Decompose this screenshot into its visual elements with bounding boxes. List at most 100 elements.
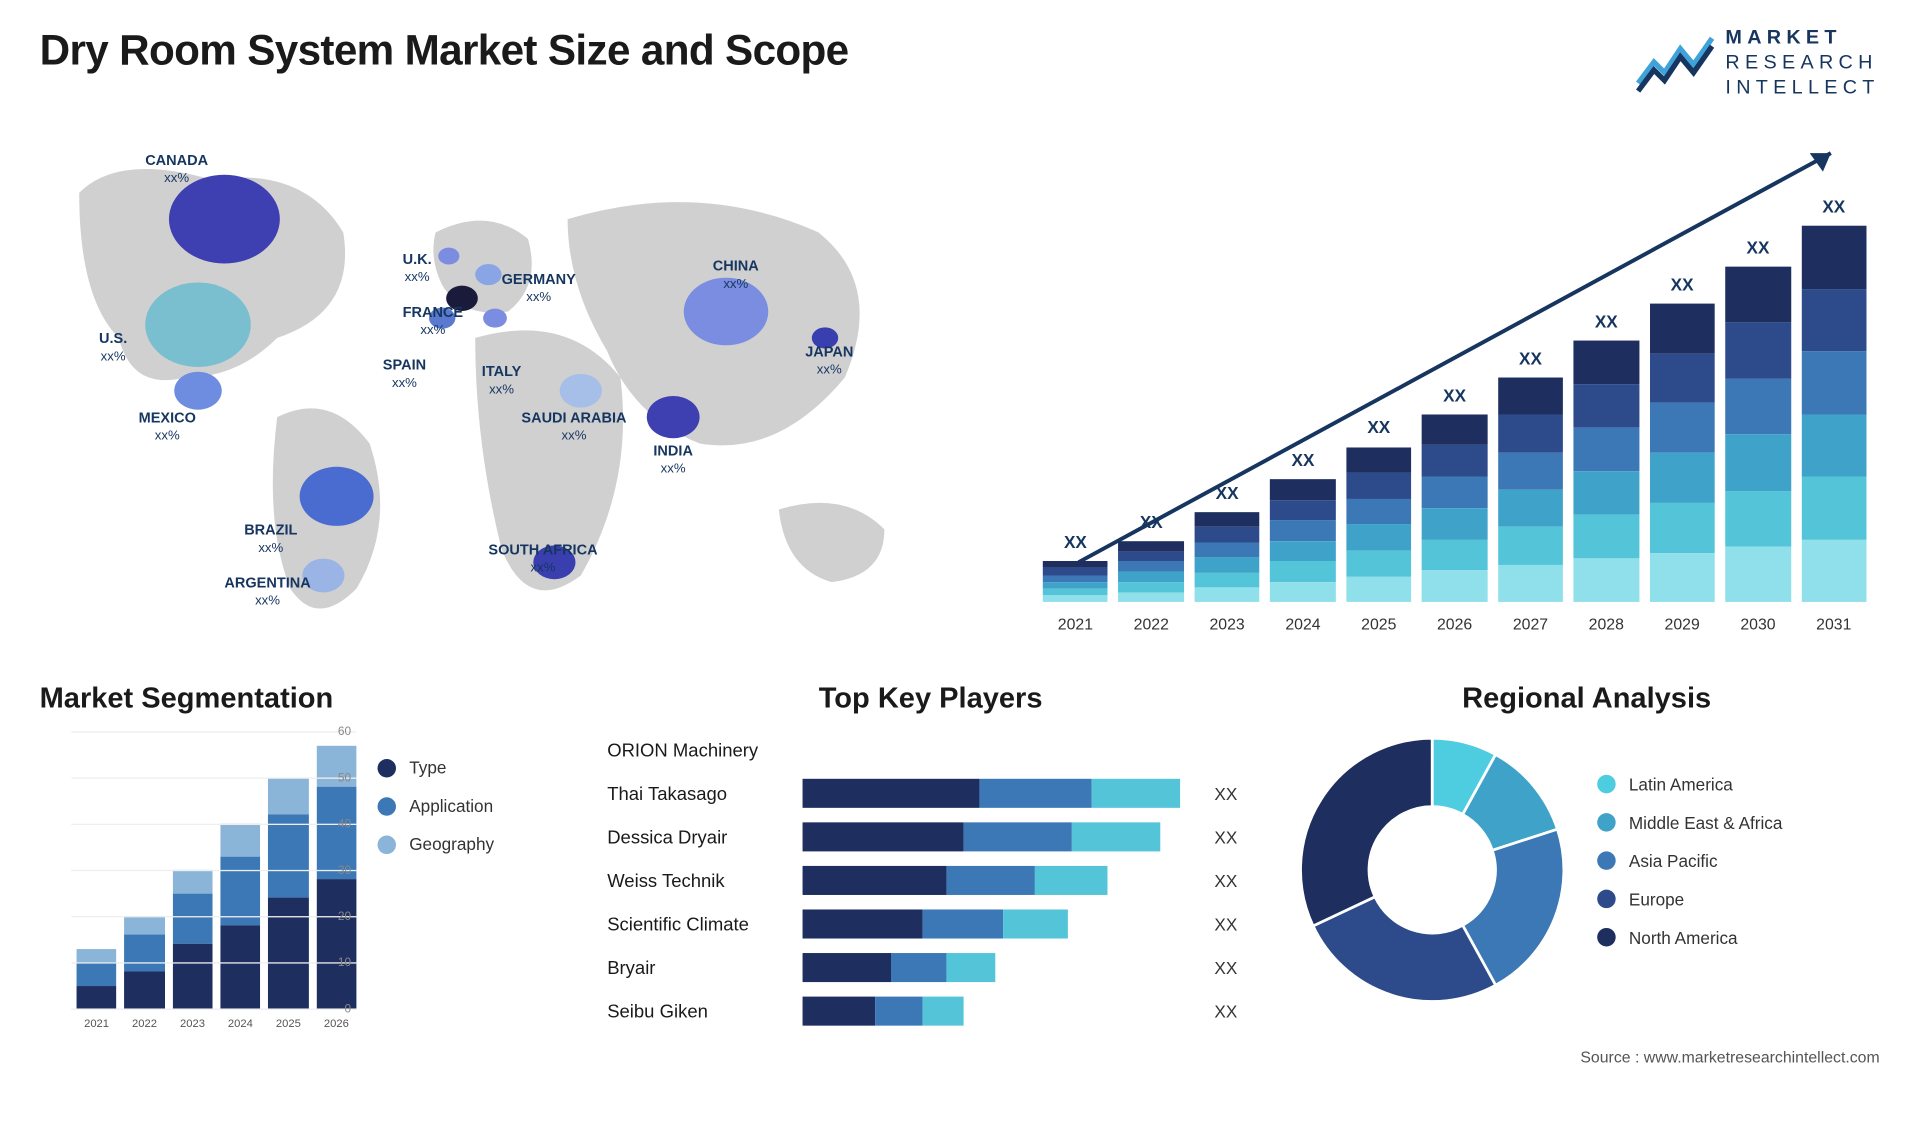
map-label: SPAINxx% [383,358,426,391]
legend-item: Type [378,758,568,778]
year-label: 2029 [1665,615,1700,633]
player-bar [803,997,1204,1026]
bar-value-label: XX [1367,418,1390,438]
player-row: Dessica Dryair XX [607,819,1254,856]
bar-value-label: XX [1595,311,1618,331]
map-label: CHINAxx% [713,259,759,292]
year-label: 2025 [1361,615,1396,633]
year-label: 2030 [1740,615,1775,633]
regional-title: Regional Analysis [1294,681,1880,715]
segmentation-panel: Market Segmentation 20212022202320242025… [40,681,568,1035]
year-label: 2024 [1285,615,1320,633]
bar-value-label: XX [1064,532,1087,552]
year-label: 2022 [1134,615,1169,633]
bar-value-label: XX [1216,483,1239,503]
map-label: BRAZILxx% [244,523,297,556]
seg-bar: 2025 [268,778,308,1009]
player-bar [803,779,1204,808]
player-row: ORION Machinery [607,732,1254,769]
player-row: Weiss TechnikXX [607,862,1254,899]
legend-item: Application [378,796,568,816]
player-name: Weiss Technik [607,870,792,891]
legend-item: North America [1597,928,1879,948]
player-name: Scientific Climate [607,914,792,935]
player-name: Dessica Dryair [607,827,792,848]
bar-value-label: XX [1291,450,1314,470]
world-map: CANADAxx% U.S.xx% MEXICOxx% BRAZILxx% ARGENT… [40,114,938,642]
map-label: CANADAxx% [145,153,208,186]
map-label: JAPANxx% [805,345,853,378]
segmentation-title: Market Segmentation [40,681,568,715]
logo-icon [1636,31,1715,97]
map-label: ARGENTINAxx% [224,576,310,609]
year-label: 2031 [1816,615,1851,633]
player-value: XX [1214,1002,1254,1022]
player-bar [803,953,1204,982]
map-label: GERMANYxx% [502,272,576,305]
bar-value-label: XX [1519,348,1542,368]
map-label: INDIAxx% [653,444,693,477]
legend-item: Asia Pacific [1597,851,1879,871]
players-list: ORION MachineryThai TakasagoXXDessica Dr… [607,732,1254,1030]
year-label: 2028 [1589,615,1624,633]
growth-bar: XX2024 [1270,479,1335,602]
source-attribution: Source : www.marketresearchintellect.com [1580,1048,1879,1066]
year-label: 2021 [1058,615,1093,633]
growth-bar: XX2029 [1650,304,1715,603]
growth-bar: XX2023 [1194,512,1259,602]
year-label: 2023 [1209,615,1244,633]
bar-value-label: XX [1140,512,1163,532]
bar-value-label: XX [1747,238,1770,258]
player-row: Seibu Giken XX [607,993,1254,1030]
segmentation-chart: 202120222023202420252026 0102030405060 [40,732,357,1036]
player-name: Thai Takasago [607,783,792,804]
map-label: U.S.xx% [99,332,127,365]
map-label: SOUTH AFRICAxx% [488,543,597,576]
player-value: XX [1214,914,1254,934]
map-label: ITALYxx% [482,365,522,398]
player-name: ORION Machinery [607,740,792,761]
header: Dry Room System Market Size and Scope MA… [40,26,1880,100]
players-title: Top Key Players [607,681,1254,715]
logo-text: MARKET RESEARCH INTELLECT [1725,26,1879,100]
legend-item: Latin America [1597,775,1879,795]
player-row: Thai Takasago XX [607,775,1254,812]
bar-value-label: XX [1822,197,1845,217]
year-label: 2027 [1513,615,1548,633]
legend-item: Geography [378,835,568,855]
player-bar [803,866,1204,895]
player-value: XX [1214,827,1254,847]
growth-bar: XX2028 [1574,340,1639,602]
growth-bar: XX2030 [1725,267,1790,603]
player-value: XX [1214,958,1254,978]
map-label: U.K.xx% [403,252,432,285]
growth-bar: XX2026 [1422,414,1487,602]
growth-bar: XX2031 [1801,226,1866,602]
player-bar [803,823,1204,852]
brand-logo: MARKET RESEARCH INTELLECT [1636,26,1880,100]
bar-value-label: XX [1443,385,1466,405]
player-bar [803,736,1204,765]
players-panel: Top Key Players ORION Machinery Thai Taka… [607,681,1254,1035]
map-label: MEXICOxx% [139,411,196,444]
map-label: SAUDI ARABIAxx% [521,411,626,444]
bar-value-label: XX [1671,274,1694,294]
segmentation-legend: Type Application Geography [378,732,568,1036]
player-bar [803,910,1204,939]
legend-item: Europe [1597,889,1879,909]
seg-bar: 2023 [172,870,212,1009]
legend-item: Middle East & Africa [1597,813,1879,833]
seg-bar: 2026 [316,745,356,1008]
growth-bar-chart: XX2021XX2022XX2023XX2024XX2025XX2026XX20… [990,114,1880,642]
growth-bar: XX2025 [1346,447,1411,602]
player-row: Scientific Climate XX [607,906,1254,943]
player-row: Bryair XX [607,949,1254,986]
player-name: Seibu Giken [607,1001,792,1022]
regional-legend: Latin America Middle East & Africa Asia Pa… [1597,775,1879,966]
player-value: XX [1214,784,1254,804]
regional-panel: Regional Analysis Latin America Middle Ea… [1294,681,1880,1035]
growth-bars: XX2021XX2022XX2023XX2024XX2025XX2026XX20… [1043,193,1867,602]
player-name: Bryair [607,957,792,978]
growth-bar: XX2027 [1498,377,1563,602]
map-label: FRANCExx% [403,305,464,338]
